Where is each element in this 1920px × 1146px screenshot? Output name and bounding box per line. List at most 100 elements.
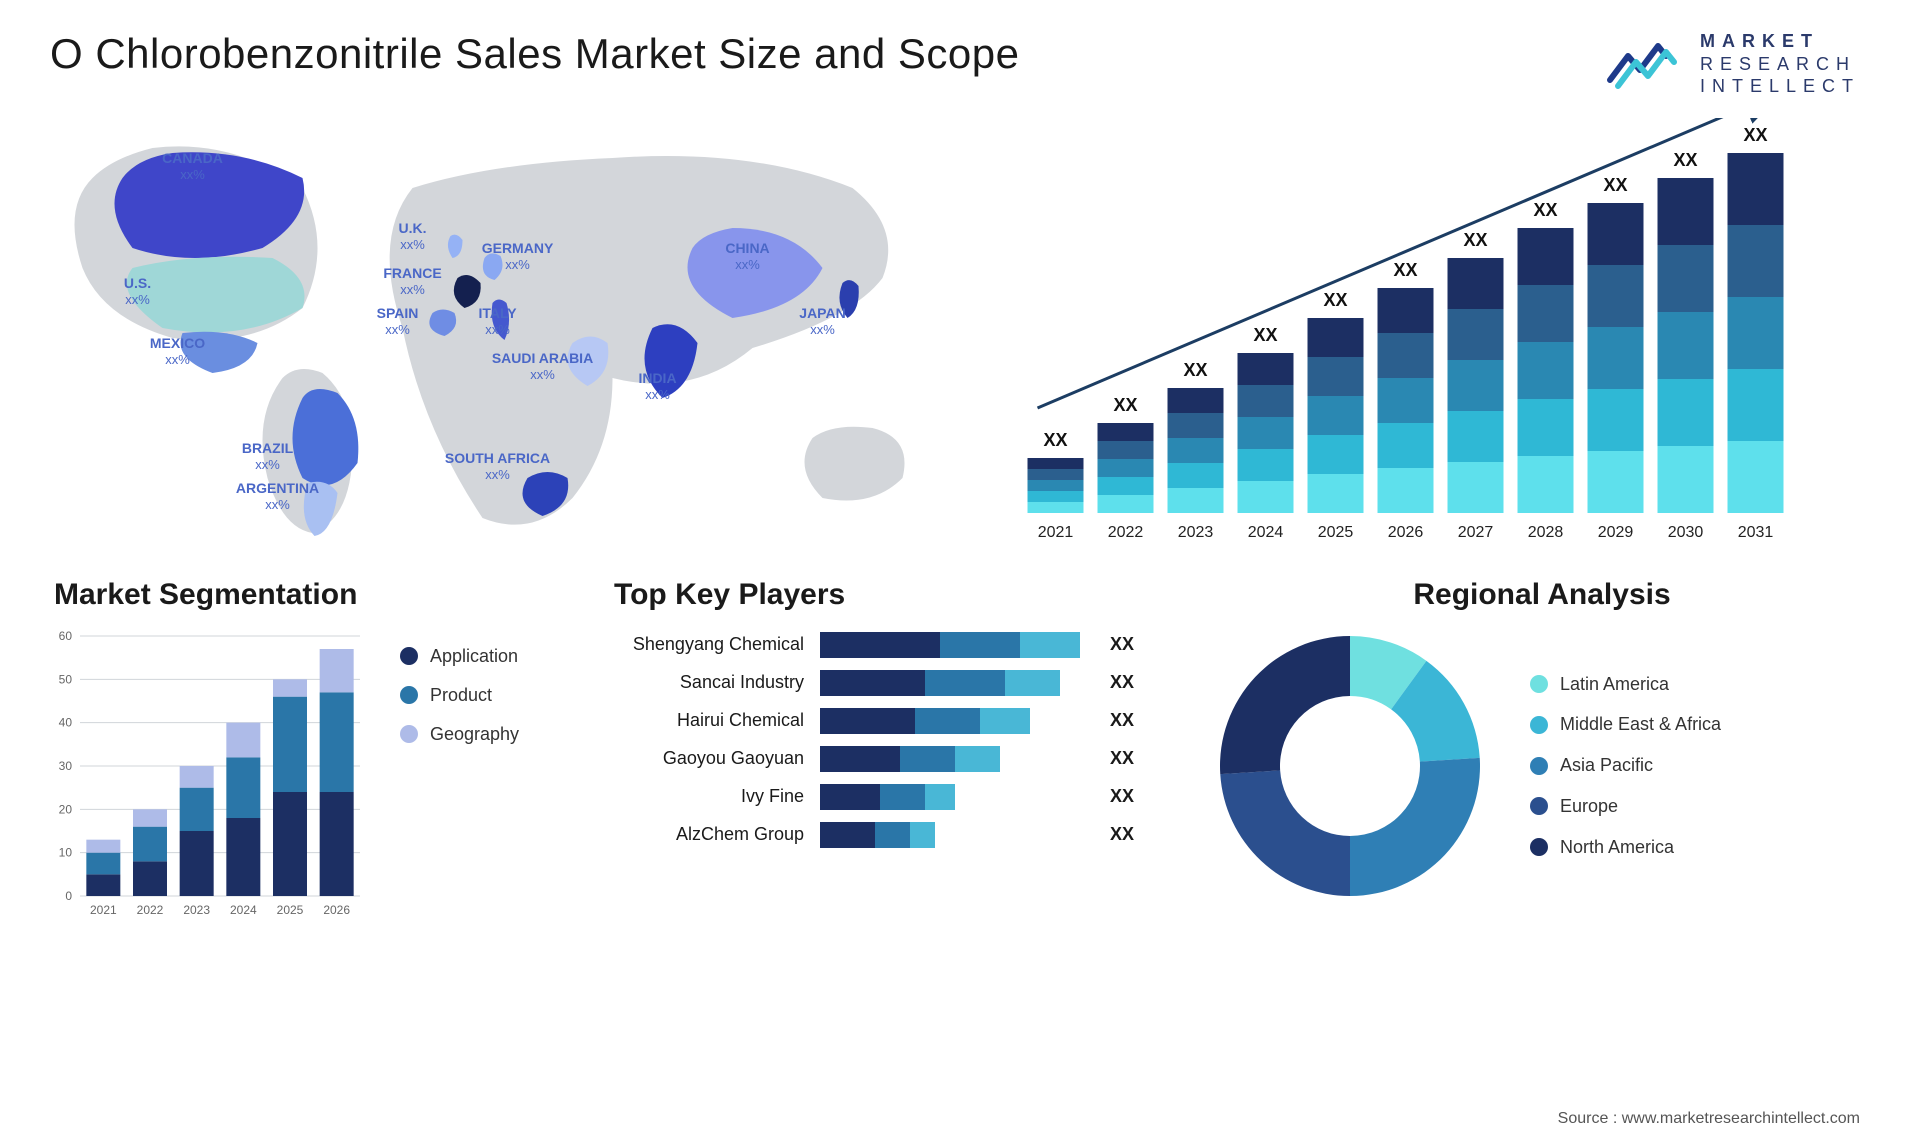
player-bar-segment [875,822,910,848]
seg-bar-segment [180,831,214,896]
map-country-label: ITALY [478,305,517,321]
forecast-bar-segment [1238,353,1294,385]
player-value: XX [1110,786,1160,807]
player-value: XX [1110,748,1160,769]
bottom-row: Market Segmentation 01020304050602021202… [50,578,1870,958]
forecast-bar-segment [1028,469,1084,480]
forecast-bar-segment [1168,438,1224,463]
forecast-bar-segment [1448,309,1504,360]
map-country-label: GERMANY [482,240,554,256]
seg-y-tick: 50 [59,672,73,686]
forecast-bar-segment [1378,288,1434,333]
forecast-bar-segment [1588,389,1644,451]
players-panel: Top Key Players Shengyang ChemicalXXSanc… [610,578,1170,958]
map-country-value: xx% [485,467,510,482]
forecast-chart-panel: 2021XX2022XX2023XX2024XX2025XX2026XX2027… [985,118,1870,548]
player-row: Hairui ChemicalXX [610,708,1170,734]
seg-legend-item: Geography [400,724,519,745]
forecast-bar-segment [1238,449,1294,481]
forecast-bar-segment [1378,468,1434,513]
header: O Chlorobenzonitrile Sales Market Size a… [50,30,1870,98]
region-legend-item: Asia Pacific [1530,755,1721,776]
player-name: Shengyang Chemical [610,634,810,655]
logo-word-2: RESEARCH [1700,53,1860,76]
forecast-bar-segment [1308,474,1364,513]
forecast-bar-segment [1658,245,1714,312]
player-row: Sancai IndustryXX [610,670,1170,696]
legend-label: Product [430,685,492,706]
forecast-year-label: 2022 [1108,524,1144,541]
legend-swatch [1530,797,1548,815]
segmentation-legend: ApplicationProductGeography [400,626,519,745]
forecast-bar-segment [1518,228,1574,285]
forecast-bar-segment [1518,285,1574,342]
map-country-value: xx% [165,352,190,367]
legend-swatch [400,725,418,743]
seg-y-tick: 0 [65,889,72,903]
forecast-bar-segment [1658,446,1714,513]
map-country-value: xx% [485,322,510,337]
forecast-bar-segment [1518,456,1574,513]
seg-bar-segment [226,757,260,818]
forecast-bar-segment [1728,153,1784,225]
forecast-year-label: 2023 [1178,524,1214,541]
forecast-bar-segment [1448,411,1504,462]
map-country-label: JAPAN [799,305,845,321]
player-row: AlzChem Group XX [610,822,1170,848]
regional-title: Regional Analysis [1214,578,1870,612]
map-country-value: xx% [125,292,150,307]
player-bar-segment [925,784,955,810]
forecast-bar-segment [1588,451,1644,513]
legend-label: Europe [1560,796,1618,817]
seg-bar-segment [86,874,120,896]
region-legend-item: North America [1530,837,1721,858]
seg-x-tick: 2024 [230,903,257,917]
forecast-value-label: XX [1673,150,1697,170]
player-bar-segment [880,784,925,810]
forecast-bar-segment [1728,441,1784,513]
donut-slice [1350,757,1480,895]
seg-bar-segment [226,818,260,896]
seg-bar-segment [133,861,167,896]
legend-swatch [1530,675,1548,693]
forecast-bar-segment [1168,488,1224,513]
player-bar-segment [820,784,880,810]
seg-bar-segment [226,722,260,757]
source-attribution: Source : www.marketresearchintellect.com [1558,1110,1860,1128]
player-bar [820,708,1030,734]
map-country-value: xx% [265,497,290,512]
player-bar-segment [820,670,925,696]
seg-bar-segment [86,839,120,852]
map-country-label: SAUDI ARABIA [492,350,593,366]
forecast-bar-segment [1448,258,1504,309]
forecast-bar-segment [1028,458,1084,469]
seg-bar-segment [133,809,167,826]
forecast-bar-segment [1098,495,1154,513]
world-map: CANADAxx%U.S.xx%MEXICOxx%BRAZILxx%ARGENT… [50,118,935,548]
seg-bar-segment [180,787,214,830]
forecast-bar-segment [1448,462,1504,513]
legend-label: North America [1560,837,1674,858]
map-country-label: CHINA [725,240,769,256]
forecast-bar-segment [1028,502,1084,513]
map-country-label: CANADA [162,150,223,166]
region-legend-item: Latin America [1530,674,1721,695]
top-row: CANADAxx%U.S.xx%MEXICOxx%BRAZILxx%ARGENT… [50,118,1870,548]
forecast-bar-segment [1308,318,1364,357]
forecast-value-label: XX [1463,230,1487,250]
map-country-value: xx% [400,282,425,297]
map-country-value: xx% [735,257,760,272]
players-list: Shengyang Chemical XX Sancai IndustryXX Hai… [610,626,1170,848]
segmentation-chart: 0102030405060202120222023202420252026 [50,626,370,926]
player-name: AlzChem Group [610,824,810,845]
player-value: XX [1110,824,1160,845]
player-value: XX [1110,634,1160,655]
seg-x-tick: 2025 [277,903,304,917]
forecast-bar-segment [1028,480,1084,491]
forecast-bar-segment [1658,312,1714,379]
forecast-bar-segment [1168,413,1224,438]
forecast-stacked-bar-chart: 2021XX2022XX2023XX2024XX2025XX2026XX2027… [985,118,1870,548]
player-bar [820,746,1000,772]
seg-bar-segment [320,692,354,792]
forecast-value-label: XX [1393,260,1417,280]
